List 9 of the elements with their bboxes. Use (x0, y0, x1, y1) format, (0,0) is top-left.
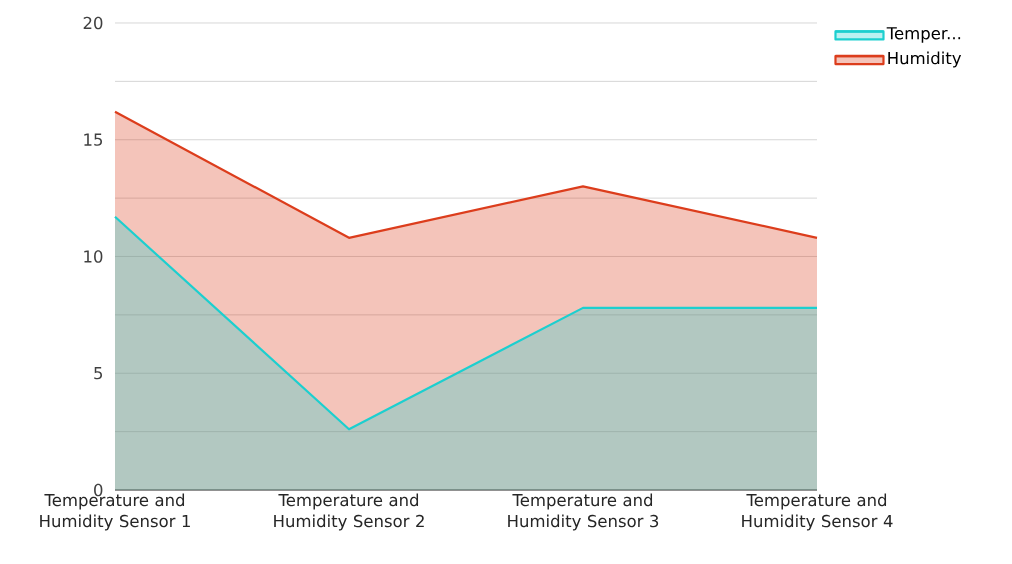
legend-label: Humidity (888, 51, 962, 68)
legend-label: Temper... (886, 27, 961, 43)
y-tick-label: 10 (84, 250, 103, 263)
x-tick-label: Temperature and Humidity Sensor 2 (274, 493, 424, 531)
y-tick-label: 5 (94, 367, 103, 380)
x-tick-label: Temperature and Humidity Sensor 3 (508, 493, 659, 531)
y-tick-label: 20 (83, 16, 103, 30)
y-tick-label: 15 (84, 133, 103, 146)
x-tick-label: Temperature and Humidity Sensor 4 (742, 493, 893, 531)
